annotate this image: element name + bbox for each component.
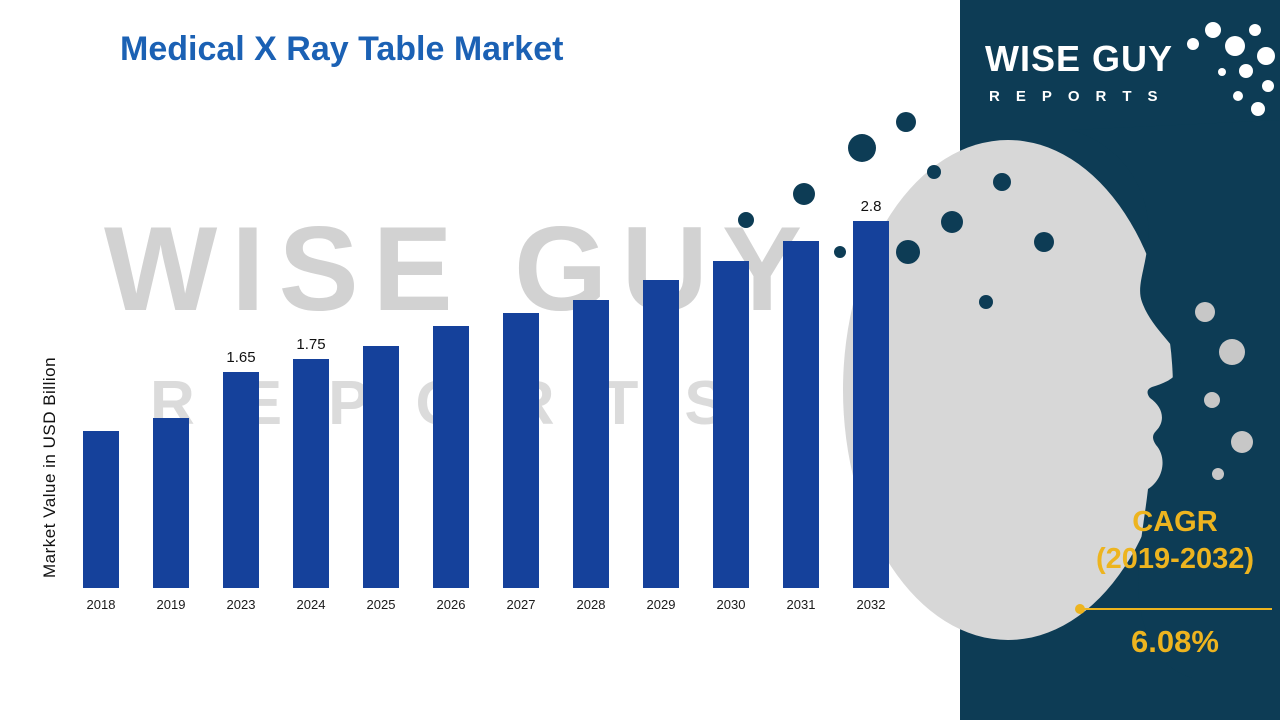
cagr-divider-line bbox=[1075, 604, 1272, 614]
bar bbox=[363, 345, 399, 588]
bar-column: 2018 bbox=[66, 430, 136, 612]
x-axis-label: 2031 bbox=[786, 597, 816, 612]
bar bbox=[573, 299, 609, 588]
bar-column: 1.65 2023 bbox=[206, 349, 276, 612]
bar-column: 2019 bbox=[136, 417, 206, 612]
bar bbox=[83, 430, 119, 588]
x-axis-label: 2027 bbox=[506, 597, 536, 612]
bar-column: 2031 bbox=[766, 240, 836, 612]
x-axis-label: 2026 bbox=[436, 597, 466, 612]
bar-value-label: 1.65 bbox=[226, 348, 256, 366]
bar bbox=[643, 280, 679, 588]
cagr-range: (2019-2032) bbox=[1096, 543, 1254, 575]
bar-value-label: 1.75 bbox=[296, 335, 326, 353]
bar-value-label: 2.8 bbox=[860, 198, 882, 216]
bar bbox=[713, 260, 749, 588]
x-axis-label: 2018 bbox=[86, 597, 116, 612]
bar-column: 2026 bbox=[416, 326, 486, 612]
bar-column: 2028 bbox=[556, 299, 626, 612]
brand-logo: WISE GUY REPORTS bbox=[985, 38, 1174, 105]
bar bbox=[433, 326, 469, 588]
bar bbox=[853, 221, 889, 588]
page-title: Medical X Ray Table Market bbox=[120, 30, 564, 68]
x-axis-label: 2028 bbox=[576, 597, 606, 612]
bar-column: 1.75 2024 bbox=[276, 336, 346, 612]
bar-column: 2029 bbox=[626, 280, 696, 612]
bar-column: 2025 bbox=[346, 345, 416, 612]
bar bbox=[223, 371, 259, 588]
bar bbox=[503, 312, 539, 588]
bar bbox=[153, 417, 189, 588]
bar bbox=[783, 240, 819, 588]
bar-column: 2027 bbox=[486, 312, 556, 612]
x-axis-label: 2030 bbox=[716, 597, 746, 612]
bar-column: 2030 bbox=[696, 260, 766, 612]
x-axis-label: 2024 bbox=[296, 597, 326, 612]
x-axis-label: 2032 bbox=[856, 597, 886, 612]
x-axis-label: 2023 bbox=[226, 597, 256, 612]
cagr-block: CAGR (2019-2032) 6.08% bbox=[1075, 506, 1272, 660]
x-axis-label: 2029 bbox=[646, 597, 676, 612]
bar-chart: 2018 2019 1.65 2023 1.75 2024 2025 2026 2027 2028… bbox=[66, 198, 906, 612]
brand-logo-subtitle: REPORTS bbox=[989, 88, 1174, 105]
x-axis-label: 2025 bbox=[366, 597, 396, 612]
bar bbox=[293, 358, 329, 588]
brand-logo-name: WISE GUY bbox=[985, 38, 1174, 79]
x-axis-label: 2019 bbox=[156, 597, 186, 612]
y-axis-label: Market Value in USD Billion bbox=[40, 356, 59, 578]
watermark-text-line1: WISE GUY bbox=[104, 202, 817, 336]
cagr-value: 6.08% bbox=[1131, 624, 1219, 659]
cagr-label: CAGR bbox=[1132, 506, 1218, 538]
bar-column: 2.8 2032 bbox=[836, 198, 906, 612]
